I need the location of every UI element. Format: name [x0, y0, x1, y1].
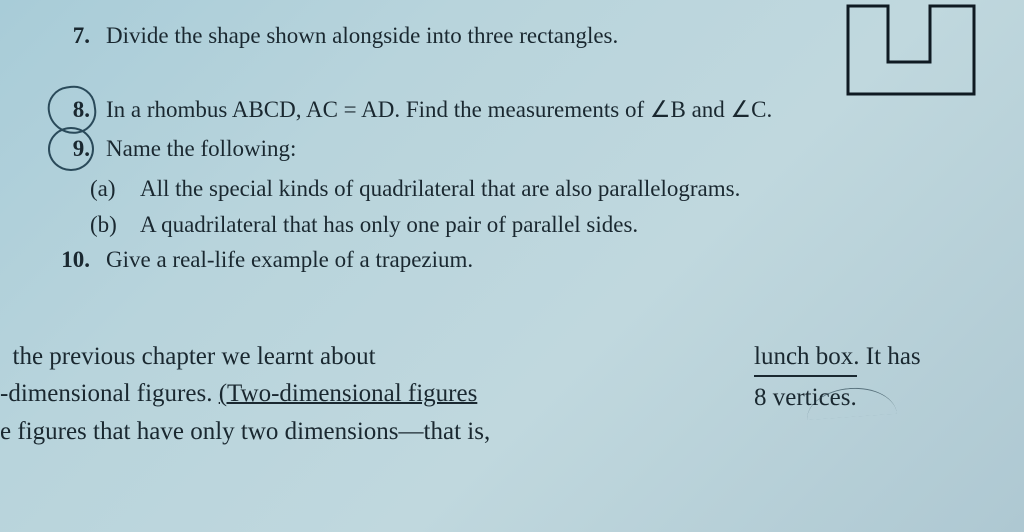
chapter-body-text: the previous chapter we learnt about -di…	[0, 338, 1004, 451]
q9a-label: (a)	[90, 171, 140, 207]
overlined-text: 8 vertices.	[754, 375, 857, 417]
body-right-column: lunch box. It has 8 vertices.	[724, 338, 974, 451]
question-9a: (a) All the special kinds of quadrilater…	[90, 171, 1004, 207]
question-9: 9. Name the following:	[0, 131, 1004, 167]
q8-number: 8.	[0, 92, 106, 128]
q7-number: 7.	[0, 18, 106, 54]
body-right-line-1: lunch box. It has	[754, 338, 974, 376]
question-10: 10. Give a real-life example of a trapez…	[0, 242, 1004, 278]
body-line-1: the previous chapter we learnt about	[0, 338, 724, 376]
u-shape-figure	[844, 2, 982, 113]
q10-number: 10.	[0, 242, 106, 278]
body-line-3: e figures that have only two dimensions—…	[0, 413, 724, 451]
body-left-column: the previous chapter we learnt about -di…	[0, 338, 724, 451]
q9a-text: All the special kinds of quadrilateral t…	[140, 171, 740, 207]
q9-text: Name the following:	[106, 131, 1004, 167]
q9-number: 9.	[0, 131, 106, 167]
body-right-line-2: 8 vertices.	[754, 375, 974, 417]
textbook-page: 7. Divide the shape shown alongside into…	[0, 0, 1024, 450]
question-9b: (b) A quadrilateral that has only one pa…	[90, 207, 1004, 243]
u-shape-svg	[844, 2, 982, 102]
underlined-phrase: (Two-dimensional figures	[219, 380, 478, 407]
q10-text: Give a real-life example of a trapezium.	[106, 242, 1004, 278]
q9b-label: (b)	[90, 207, 140, 243]
body-line-2: -dimensional figures. (Two-dimensional f…	[0, 375, 724, 413]
q9b-text: A quadrilateral that has only one pair o…	[140, 207, 638, 243]
